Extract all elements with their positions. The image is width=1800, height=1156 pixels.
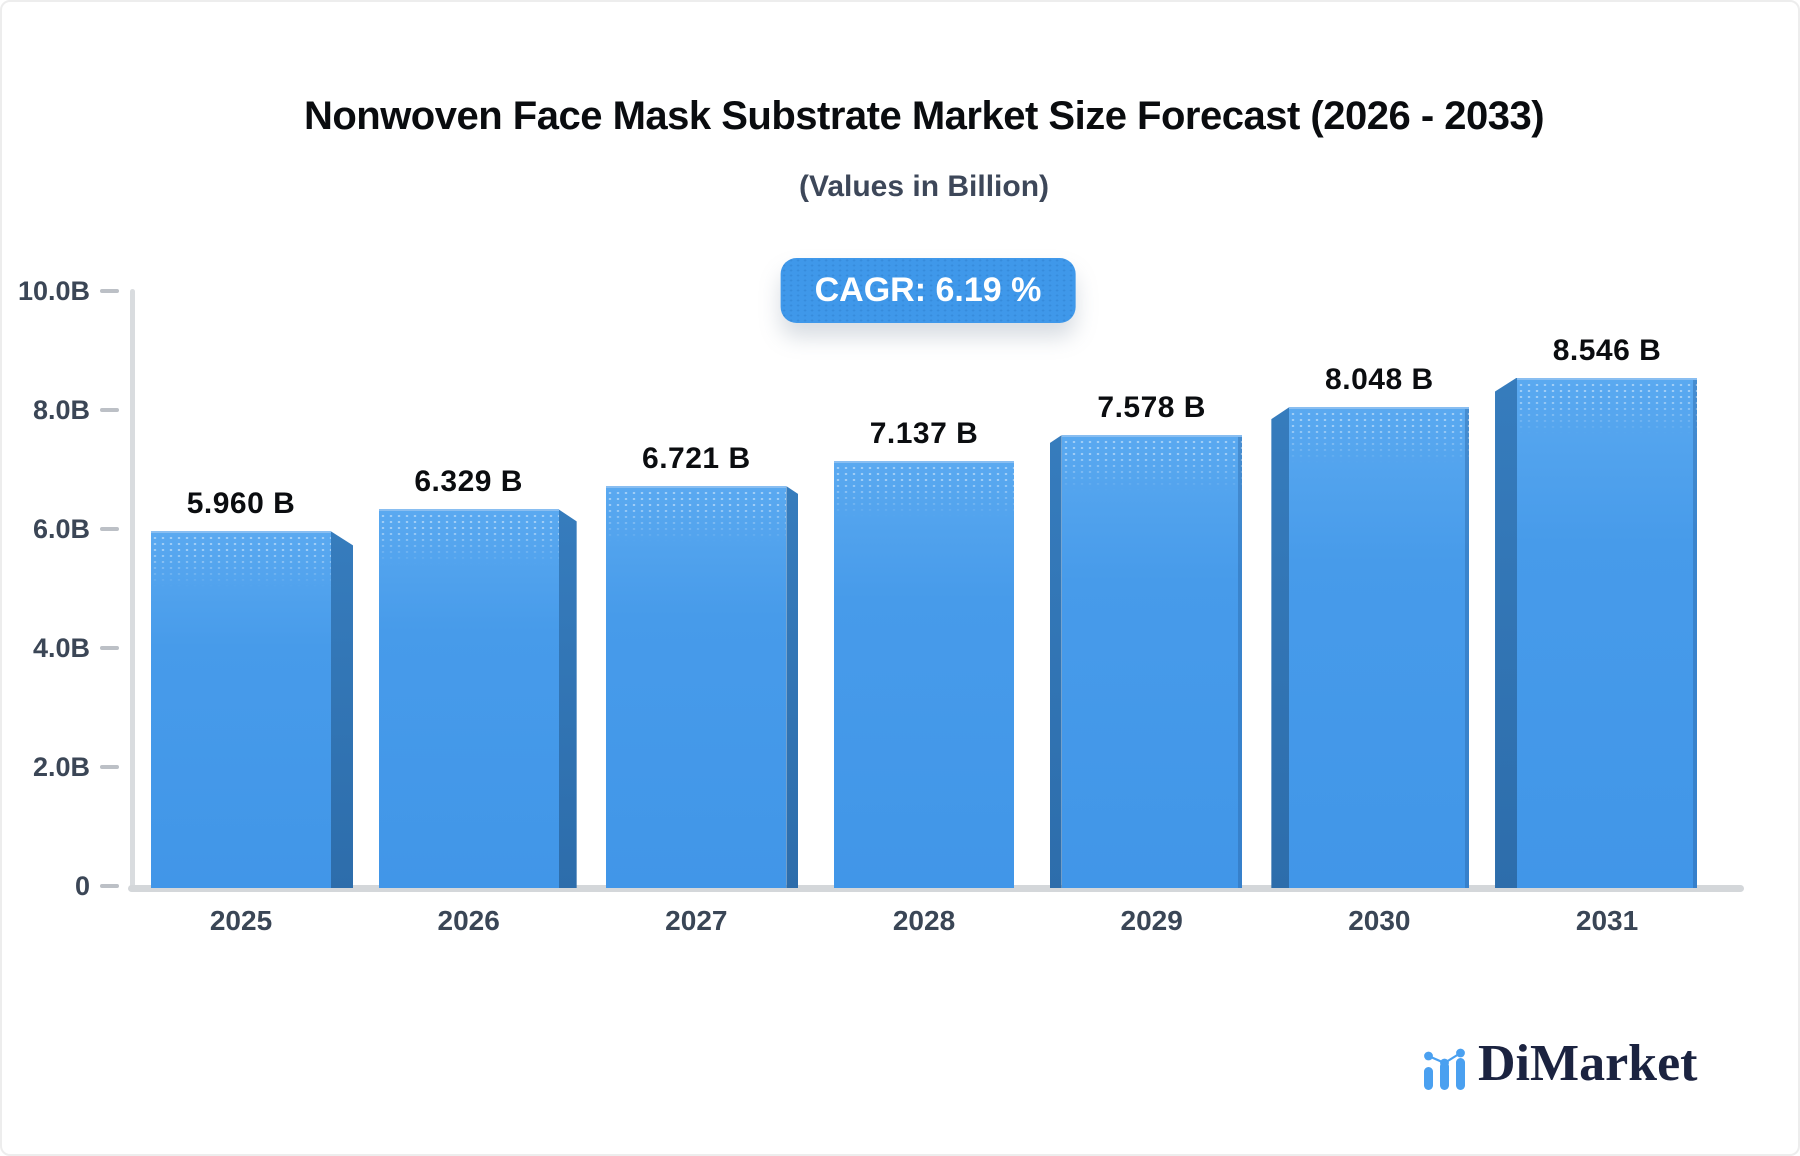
bar-3d-side-2031 [1495, 377, 1518, 888]
x-tick-label-2031: 2031 [1575, 905, 1639, 936]
y-tick-mark [100, 884, 119, 888]
bar-texture [378, 513, 559, 566]
bar-texture [834, 465, 1014, 518]
cagr-badge-label: CAGR: 6.19 % [814, 271, 1042, 309]
brand-logo: DiMarket [1424, 1038, 1697, 1090]
bar-value-label-2030: 8.048 B [1325, 363, 1434, 397]
x-tick-label-2029: 2029 [1120, 905, 1183, 936]
y-tick-mark [100, 408, 119, 412]
bar-value-label-2029: 7.578 B [1097, 391, 1206, 425]
bar-texture [1289, 411, 1470, 464]
bar-texture [151, 535, 331, 588]
bar-texture [606, 490, 787, 543]
x-tick-label-2028: 2028 [892, 905, 956, 936]
y-tick-mark [100, 527, 119, 531]
bar-chart-logo-icon [1424, 1048, 1465, 1090]
chart-subtitle: (Values in Billion) [798, 170, 1050, 203]
y-axis-line [130, 289, 135, 891]
y-tick-label: 10.0B [17, 276, 90, 306]
bar-2030[interactable] [1289, 407, 1470, 888]
y-tick-mark [100, 765, 119, 769]
chart-title: Nonwoven Face Mask Substrate Market Size… [303, 94, 1545, 138]
bar-3d-side-2026 [558, 509, 577, 888]
bar-2031[interactable] [1517, 377, 1698, 888]
y-tick-label: 8.0B [32, 395, 90, 425]
brand-name: DiMarket [1478, 1035, 1698, 1092]
y-tick-label: 2.0B [32, 752, 90, 782]
bar-value-label-2031: 8.546 B [1552, 333, 1662, 367]
bar-2028[interactable] [834, 461, 1014, 888]
bar-value-label-2026: 6.329 B [414, 465, 523, 499]
bar-3d-side-2027 [786, 486, 799, 888]
cagr-badge: CAGR: 6.19 % [780, 258, 1076, 323]
x-tick-label-2026: 2026 [437, 905, 500, 936]
x-tick-label-2025: 2025 [209, 905, 273, 936]
bar-3d-side-2030 [1271, 407, 1290, 888]
y-tick-label: 6.0B [32, 514, 90, 544]
y-tick-label: 0 [74, 871, 90, 901]
bar-texture [1517, 381, 1698, 434]
bar-value-label-2028: 7.137 B [869, 417, 979, 451]
bar-3d-side-2029 [1049, 435, 1062, 888]
y-tick-mark [100, 289, 119, 293]
bar-2029[interactable] [1061, 435, 1242, 888]
y-tick-label: 4.0B [32, 633, 90, 663]
bar-2026[interactable] [378, 509, 559, 888]
bar-2025[interactable] [151, 531, 331, 888]
bar-value-label-2025: 5.960 B [186, 487, 296, 521]
bar-texture [1061, 439, 1242, 492]
x-tick-label-2030: 2030 [1348, 905, 1411, 936]
y-tick-mark [100, 646, 119, 650]
bar-2027[interactable] [606, 486, 787, 888]
x-tick-label-2027: 2027 [665, 905, 728, 936]
x-axis-line [128, 885, 1744, 892]
bar-3d-side-2025 [331, 531, 353, 888]
bar-value-label-2027: 6.721 B [642, 442, 751, 476]
